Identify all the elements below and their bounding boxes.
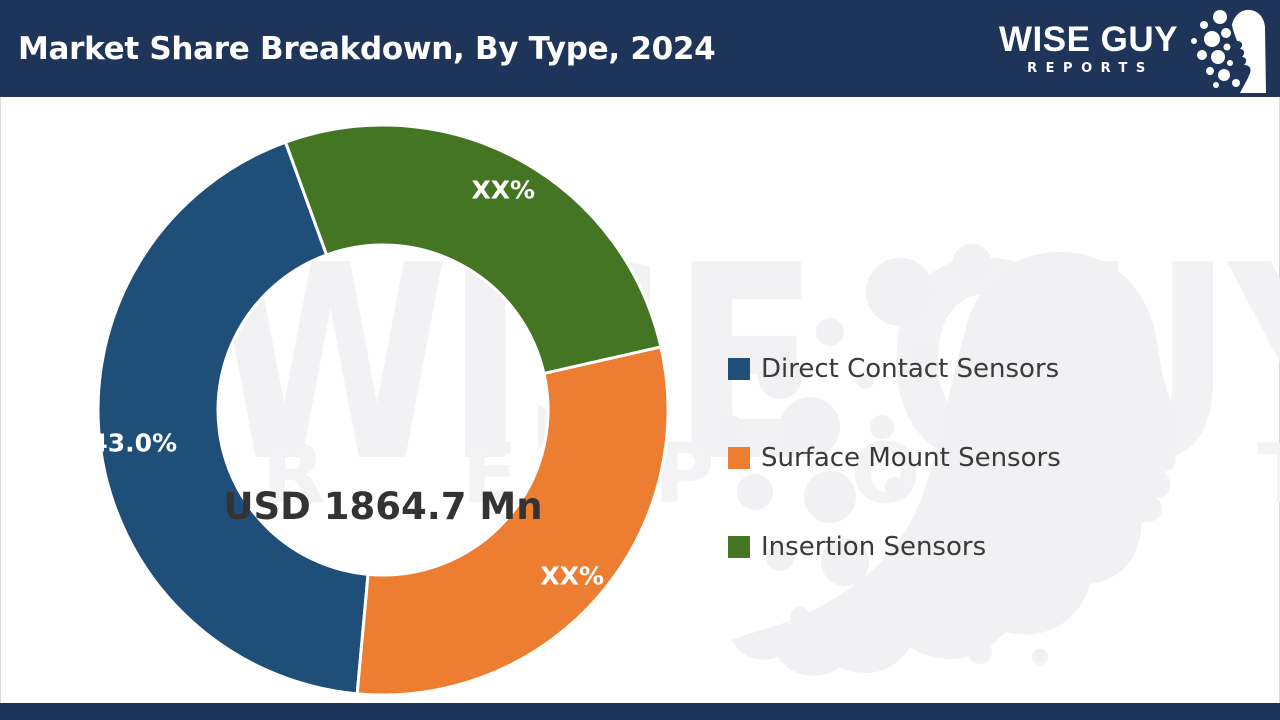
legend-label: Direct Contact Sensors	[761, 354, 1060, 384]
logo-wordmark: WISE GUY	[998, 19, 1178, 59]
logo-subtitle: REPORTS	[1027, 60, 1154, 76]
legend-swatch-orange	[728, 447, 750, 469]
page-title: Market Share Breakdown, By Type, 2024	[18, 30, 716, 67]
legend-swatch-green	[728, 536, 750, 558]
segment-value-label: 43.0%	[90, 428, 177, 457]
segment-value-label: XX%	[540, 562, 604, 591]
chart-legend: Direct Contact Sensors Surface Mount Sen…	[728, 355, 1061, 561]
donut-segment-insertion-sensors	[284, 123, 663, 375]
donut-segment-surface-mount-sensors	[355, 345, 670, 697]
legend-item-surface-mount: Surface Mount Sensors	[728, 444, 1061, 472]
wise-guy-reports-logo: WISE GUY REPORTS	[999, 5, 1280, 93]
donut-segment-direct-contact-sensors	[96, 140, 370, 696]
face-silhouette-watermark	[718, 244, 1180, 676]
legend-item-insertion: Insertion Sensors	[728, 533, 1061, 561]
legend-item-direct-contact: Direct Contact Sensors	[728, 355, 1061, 383]
footer-bar	[0, 703, 1280, 720]
header-bar: Market Share Breakdown, By Type, 2024 WI…	[0, 0, 1280, 97]
legend-swatch-blue	[728, 358, 750, 380]
background-watermark: WISE GUY R E P O R T S	[0, 97, 1280, 703]
donut-chart: 43.0% XX% XX%	[90, 123, 670, 697]
logo-face-icon	[1191, 9, 1266, 93]
segment-value-label: XX%	[471, 175, 535, 204]
legend-label: Insertion Sensors	[761, 532, 987, 562]
donut-center-value: USD 1864.7 Mn	[223, 485, 543, 528]
legend-label: Surface Mount Sensors	[761, 443, 1061, 473]
